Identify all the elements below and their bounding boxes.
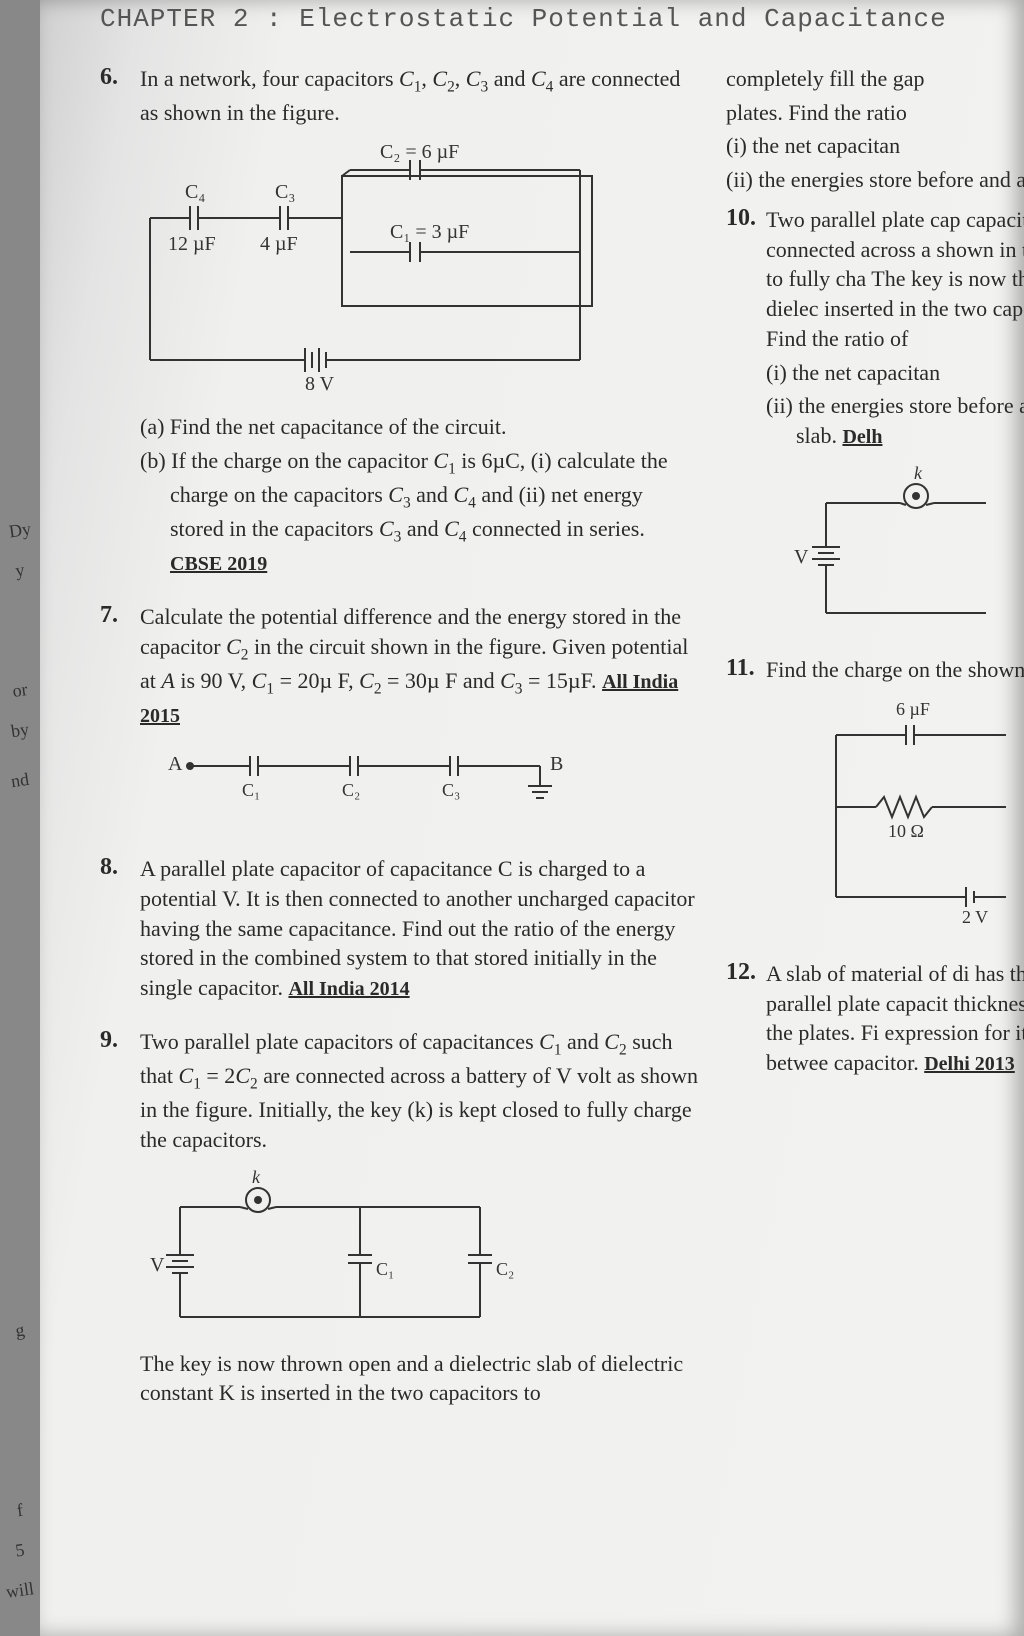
tab: 5 [1, 1538, 40, 1564]
v-label: V [150, 1254, 165, 1276]
c1-label: C₁ [242, 780, 260, 800]
q12-source: Delhi 2013 [924, 1053, 1015, 1075]
question-12: 12. A slab of material of di has the sam… [726, 959, 1024, 1082]
q6-part-b: (b) If the charge on the capacitor C1 is… [170, 446, 700, 579]
binding-edge: Dy y or by nd g f 5 will [0, 0, 40, 1636]
question-8: 8. A parallel plate capacitor of capacit… [100, 854, 700, 1007]
q6-circuit-diagram: C₂ = 6 µF C₁ = 3 µF C₄ C₃ 12 µF [140, 140, 700, 400]
tab: or [1, 678, 40, 704]
v-label: 2 V [962, 907, 988, 927]
q9-after: The key is now thrown open and a dielect… [140, 1349, 700, 1408]
tab: f [1, 1498, 40, 1524]
question-7: 7. Calculate the potential difference an… [100, 602, 700, 834]
tab: y [1, 558, 40, 584]
q10-source: Delh [842, 426, 882, 448]
q9-circuit-diagram: k V C₁ C₂ [140, 1167, 700, 1337]
q9-text: Two parallel plate capacitors of capacit… [140, 1027, 700, 1155]
c4-label: C₄ [185, 181, 205, 203]
question-9: 9. Two parallel plate capacitors of capa… [100, 1027, 700, 1412]
res-label: 10 Ω [888, 821, 924, 841]
c3-value: 4 µF [260, 233, 298, 255]
page: CHAPTER 2 : Electrostatic Potential and … [40, 0, 1024, 1636]
key-label: k [252, 1167, 261, 1187]
q11-text: Find the charge on the shown in the circ… [766, 655, 1024, 685]
battery-label: 8 V [305, 373, 335, 395]
q7-text: Calculate the potential difference and t… [140, 602, 700, 730]
q8-source: All India 2014 [288, 978, 409, 1000]
right-continuation: completely fill the gap plates. Find the… [726, 64, 1024, 199]
node-a: A [168, 753, 183, 775]
q12-text: A slab of material of di has the same ar… [766, 959, 1024, 1078]
question-11: 11. Find the charge on the shown in the … [726, 655, 1024, 939]
q10-text: Two parallel plate cap capacitances C₁ a… [766, 205, 1024, 353]
q8-text: A parallel plate capacitor of capacitanc… [140, 854, 700, 1003]
c2-label: C₂ [496, 1259, 514, 1279]
q7-circuit-diagram: A B C₁ C₂ C₃ [140, 742, 700, 822]
c4-value: 12 µF [168, 233, 216, 255]
q10-number: 10. [726, 205, 766, 635]
q6-part-a: (a) Find the net capacitance of the circ… [170, 412, 700, 442]
question-6: 6. In a network, four capacitors C1, C2,… [100, 64, 700, 582]
right-column: completely fill the gap plates. Find the… [726, 64, 1024, 1432]
v-label: V [794, 546, 809, 568]
tab: g [1, 1318, 40, 1344]
c3-label: C₃ [275, 181, 295, 203]
c2-label: C₂ [342, 780, 360, 800]
q8-number: 8. [100, 854, 140, 1007]
tab: by [1, 718, 40, 744]
c3-label: C₃ [442, 780, 460, 800]
node-b: B [550, 753, 563, 775]
tab: Dy [1, 518, 40, 544]
q6-number: 6. [100, 64, 140, 582]
q11-circuit-diagram: 6 µF 10 Ω 2 V [766, 697, 1024, 927]
q9-number: 9. [100, 1027, 140, 1412]
q10-ii: (ii) the energies store before and after… [796, 391, 1024, 451]
q6-source: CBSE 2019 [170, 553, 267, 575]
question-10: 10. Two parallel plate cap capacitances … [726, 205, 1024, 635]
cap-label: 6 µF [896, 699, 930, 719]
c1-label: C₁ [376, 1259, 394, 1279]
q6-intro: In a network, four capacitors C1, C2, C3… [140, 64, 700, 128]
q10-i: (i) the net capacitan [796, 358, 1024, 388]
q7-number: 7. [100, 602, 140, 834]
c2-label: C₂ = 6 µF [380, 141, 459, 163]
q10-circuit-diagram: k V [766, 463, 1024, 623]
key-label: k [914, 463, 923, 483]
left-column: 6. In a network, four capacitors C1, C2,… [100, 64, 700, 1432]
c1-label: C₁ = 3 µF [390, 221, 469, 243]
chapter-header: CHAPTER 2 : Electrostatic Potential and … [100, 0, 1004, 34]
tab: will [1, 1578, 40, 1604]
q11-number: 11. [726, 655, 766, 939]
tab: nd [1, 768, 40, 794]
q12-number: 12. [726, 959, 766, 1082]
